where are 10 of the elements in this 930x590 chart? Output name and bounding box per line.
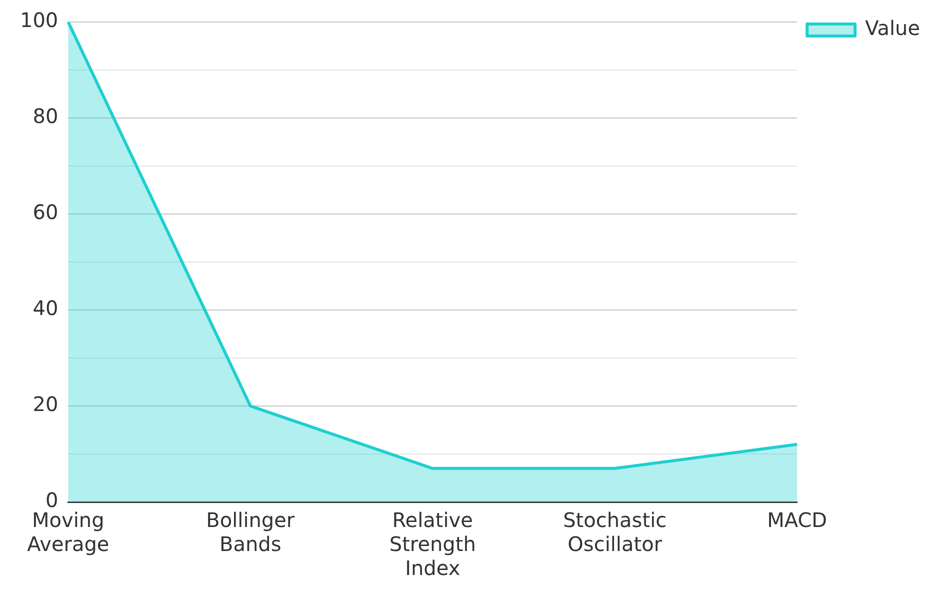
y-tick-label: 60 — [32, 200, 58, 224]
x-tick-label: Stochastic Oscillator — [563, 508, 667, 556]
y-tick-label: 100 — [20, 8, 58, 32]
legend-label: Value — [865, 16, 920, 40]
x-tick-label: Bollinger Bands — [206, 508, 296, 556]
y-tick-label: 80 — [32, 104, 58, 128]
y-tick-label: 20 — [32, 392, 58, 416]
y-tick-label: 40 — [32, 296, 58, 320]
x-tick-label: MACD — [767, 508, 828, 532]
x-tick-label: Relative Strength Index — [389, 508, 476, 580]
